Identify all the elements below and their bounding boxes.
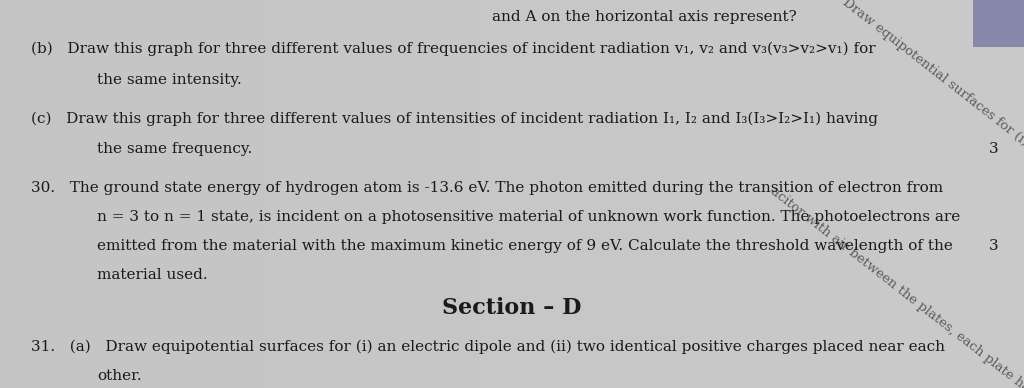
Text: 30.   The ground state energy of hydrogen atom is -13.6 eV. The photon emitted d: 30. The ground state energy of hydrogen … xyxy=(31,181,943,195)
Text: Draw equipotential surfaces for (i) an electric dipole and (ii) two identical po: Draw equipotential surfaces for (i) an e… xyxy=(840,0,1024,388)
Text: material used.: material used. xyxy=(97,268,208,282)
Text: Section – D: Section – D xyxy=(442,298,582,319)
Text: n = 3 to n = 1 state, is incident on a photosensitive material of unknown work f: n = 3 to n = 1 state, is incident on a p… xyxy=(97,210,961,224)
Text: other.: other. xyxy=(97,369,142,383)
Text: the same frequency.: the same frequency. xyxy=(97,142,253,156)
Text: the same intensity.: the same intensity. xyxy=(97,73,242,87)
Text: emitted from the material with the maximum kinetic energy of 9 eV. Calculate the: emitted from the material with the maxim… xyxy=(97,239,953,253)
Text: (c)   Draw this graph for three different values of intensities of incident radi: (c) Draw this graph for three different … xyxy=(31,111,878,126)
Text: (b)   Draw this graph for three different values of frequencies of incident radi: (b) Draw this graph for three different … xyxy=(31,41,876,56)
Text: 31.   (a)   Draw equipotential surfaces for (i) an electric dipole and (ii) two : 31. (a) Draw equipotential surfaces for … xyxy=(31,340,945,355)
Text: 3: 3 xyxy=(989,142,998,156)
FancyBboxPatch shape xyxy=(973,0,1024,47)
Text: and A on the horizontal axis represent?: and A on the horizontal axis represent? xyxy=(492,10,797,24)
Text: 3: 3 xyxy=(989,239,998,253)
Text: acitor with air between the plates, each plate has an area of 6 × 10⁻³ m² and th: acitor with air between the plates, each… xyxy=(768,185,1024,388)
